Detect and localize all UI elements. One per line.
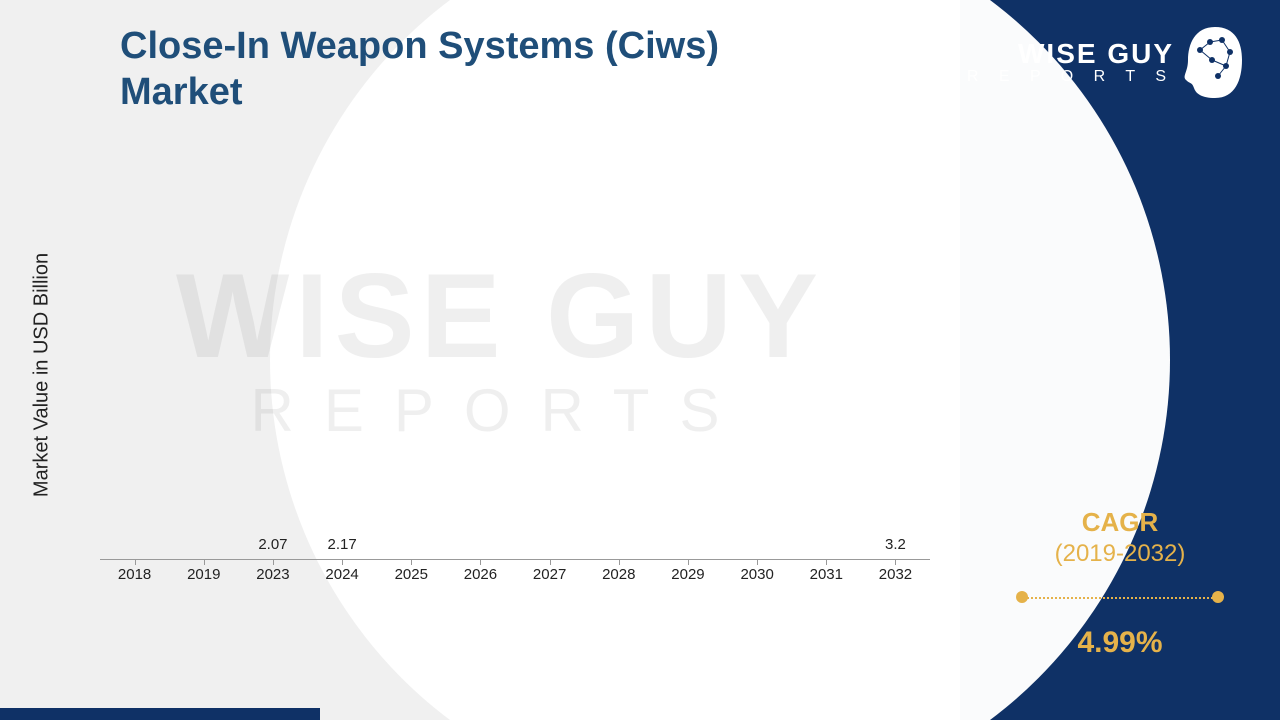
x-axis-label: 2025 (377, 560, 446, 600)
cagr-value: 4.99% (990, 626, 1250, 660)
cagr-divider (1020, 590, 1220, 604)
x-axis-label: 2023 (238, 560, 307, 600)
page-title: Close-In Weapon Systems (Ciws) Market (120, 24, 780, 115)
bars-container: 2.07 2.17 3.2 (100, 150, 930, 559)
x-labels-container: 2018201920232024202520262027202820292030… (100, 560, 930, 600)
x-axis-label: 2030 (723, 560, 792, 600)
plot-area: 2.07 2.17 3.2 (100, 150, 930, 560)
x-axis-label: 2019 (169, 560, 238, 600)
x-axis-label: 2029 (653, 560, 722, 600)
x-axis-label: 2031 (792, 560, 861, 600)
x-axis-label: 2026 (446, 560, 515, 600)
brand-logo: WISE GUY R E P O R T S (967, 22, 1250, 102)
footer-bar (0, 708, 320, 720)
cagr-block: CAGR (2019-2032) 4.99% (990, 507, 1250, 660)
x-axis-label: 2024 (308, 560, 377, 600)
x-axis-label: 2027 (515, 560, 584, 600)
x-axis-label: 2018 (100, 560, 169, 600)
bar-chart: Market Value in USD Billion 2.072.173.2 … (60, 150, 930, 600)
bar-value-label: 3.2 (885, 536, 906, 553)
cagr-range: (2019-2032) (990, 540, 1250, 568)
logo-line2: R E P O R T S (967, 68, 1174, 86)
head-icon (1180, 22, 1250, 102)
bar-value-label: 2.07 (258, 536, 287, 553)
logo-line1: WISE GUY (967, 38, 1174, 70)
y-axis-label: Market Value in USD Billion (31, 253, 54, 497)
page-root: WISE GUY REPORTS Close-In Weapon Systems… (0, 0, 1280, 720)
x-axis-label: 2032 (861, 560, 930, 600)
x-axis-label: 2028 (584, 560, 653, 600)
cagr-title: CAGR (990, 507, 1250, 538)
bar-value-label: 2.17 (327, 536, 356, 553)
